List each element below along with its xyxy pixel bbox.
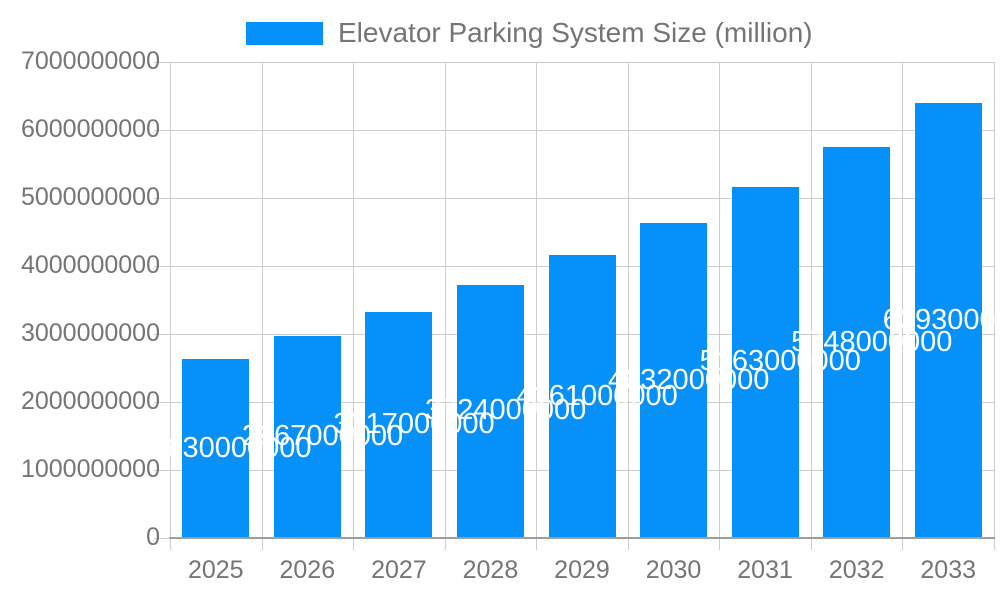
y-axis-tick-label: 1000000000: [20, 455, 160, 483]
y-axis-tick-label: 4000000000: [20, 251, 160, 279]
x-gridline: [994, 62, 995, 538]
x-gridline: [261, 62, 263, 538]
bar-value-label-2032: 5748000000: [791, 325, 953, 358]
y-gridline: [170, 130, 994, 131]
y-axis-tick-mark: [154, 266, 170, 267]
x-axis-label-2033: 2033: [920, 556, 977, 584]
x-axis-label-2027: 2027: [371, 556, 427, 584]
bar-2033[interactable]: [914, 103, 982, 538]
bar-value-label-2031: 5163000000: [699, 345, 861, 378]
x-gridline: [902, 62, 904, 538]
x-axis-tick-mark: [627, 539, 629, 550]
chart-legend: Elevator Parking System Size (million): [246, 17, 813, 48]
x-axis-label-2029: 2029: [554, 556, 610, 584]
x-gridline: [719, 62, 721, 538]
x-axis-label-2025: 2025: [187, 556, 244, 584]
x-gridline: [536, 62, 538, 538]
bar-value-label-2030: 4632000000: [608, 363, 770, 396]
y-axis-tick-mark: [154, 198, 170, 199]
plot-area: [170, 62, 995, 538]
y-axis-tick-mark: [154, 62, 170, 63]
bar-2028[interactable]: [456, 284, 524, 538]
bar-2032[interactable]: [823, 147, 891, 538]
y-axis-tick-label: 2000000000: [20, 387, 160, 415]
bar-2025[interactable]: [182, 359, 250, 538]
x-axis-tick-mark: [994, 539, 995, 550]
x-axis-tick-mark: [536, 539, 538, 550]
x-axis-label-2030: 2030: [645, 556, 702, 584]
x-axis-tick-mark: [810, 539, 812, 550]
y-axis-tick-label: 6000000000: [20, 115, 160, 143]
y-axis-tick-label: 5000000000: [20, 183, 160, 211]
y-axis-tick-mark: [154, 470, 170, 471]
bar-2026[interactable]: [273, 336, 341, 538]
y-gridline: [170, 62, 994, 63]
x-gridline: [810, 62, 812, 538]
x-axis-label-2032: 2032: [828, 556, 885, 584]
y-axis-tick-mark: [154, 334, 170, 335]
x-axis-tick-mark: [444, 539, 446, 550]
x-gridline: [170, 62, 171, 538]
x-axis-tick-mark: [719, 539, 721, 550]
x-axis-tick-mark: [353, 539, 355, 550]
bar-2029[interactable]: [548, 255, 616, 538]
x-axis-label-2028: 2028: [462, 556, 519, 584]
x-gridline: [444, 62, 446, 538]
x-gridline: [627, 62, 629, 538]
bar-2031[interactable]: [731, 186, 799, 538]
y-axis-tick-mark: [154, 538, 170, 539]
bar-value-label-2027: 3317000000: [333, 408, 495, 441]
y-axis-tick-mark: [154, 402, 170, 403]
x-axis-tick-mark: [261, 539, 263, 550]
bar-2030[interactable]: [640, 223, 708, 538]
y-axis-tick-mark: [154, 130, 170, 131]
x-gridline: [353, 62, 355, 538]
bar-2027[interactable]: [365, 312, 433, 538]
x-axis-label-2031: 2031: [737, 556, 793, 584]
legend-series-label: Elevator Parking System Size (million): [338, 17, 813, 48]
y-axis-tick-label: 3000000000: [20, 319, 160, 347]
bar-value-label-2028: 3724000000: [424, 394, 587, 427]
y-axis-tick-label: 7000000000: [20, 47, 160, 75]
y-gridline: [170, 198, 994, 199]
bar-value-label-2029: 4161000000: [516, 379, 678, 412]
bar-value-label-2025: 2630000000: [150, 431, 312, 464]
y-axis-tick-label: 0: [146, 523, 160, 551]
bar-value-label-2026: 2967000000: [241, 420, 404, 453]
x-axis-tick-mark: [902, 539, 904, 550]
bar-value-label-2033: 6393000000: [882, 303, 1000, 336]
x-axis-label-2026: 2026: [279, 556, 336, 584]
legend-color-swatch: [246, 21, 323, 45]
x-axis-tick-mark: [170, 539, 171, 550]
x-axis-baseline: [169, 537, 995, 539]
